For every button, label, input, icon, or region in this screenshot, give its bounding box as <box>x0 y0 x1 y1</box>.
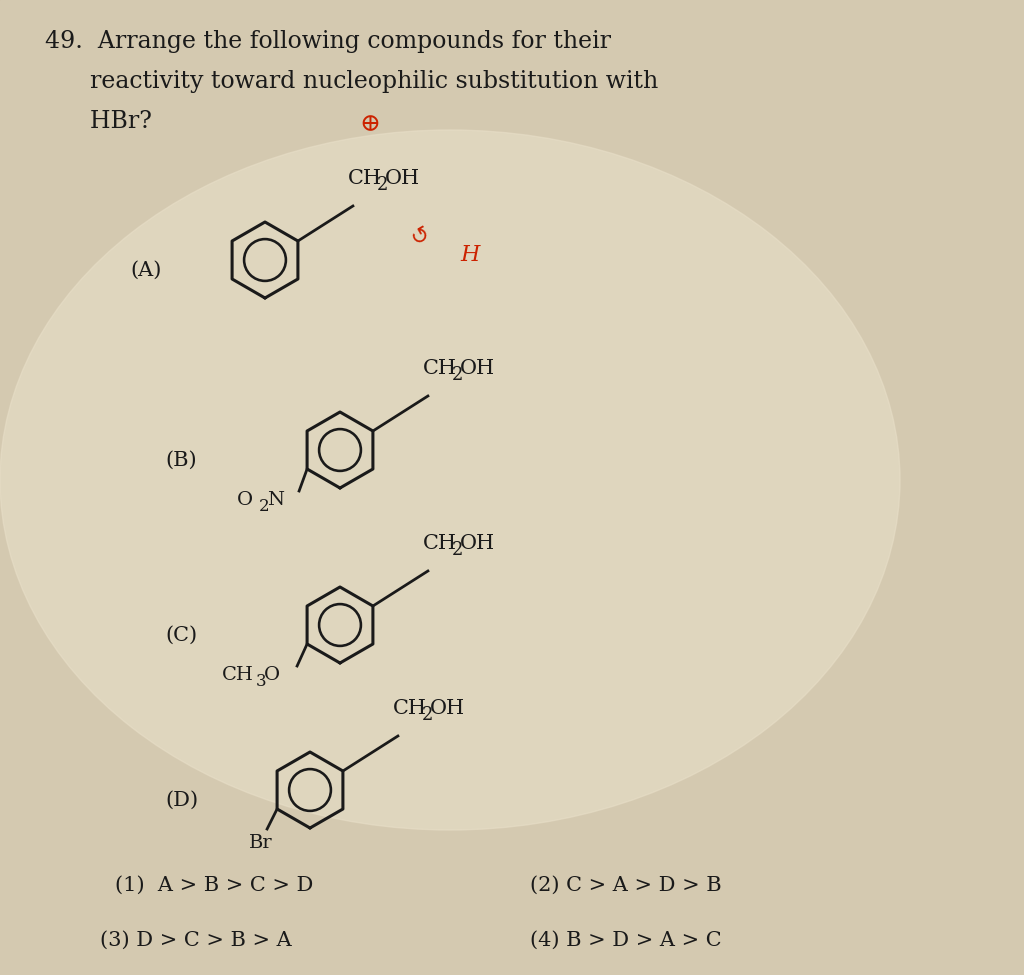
Text: (2) C > A > D > B: (2) C > A > D > B <box>530 876 722 894</box>
Text: CH: CH <box>423 534 457 553</box>
Text: OH: OH <box>460 534 495 553</box>
Text: CH: CH <box>393 699 427 718</box>
Text: Br: Br <box>249 834 272 852</box>
Text: N: N <box>267 491 284 509</box>
Text: HBr?: HBr? <box>45 110 152 133</box>
Text: 2: 2 <box>377 176 388 194</box>
Text: OH: OH <box>460 359 495 378</box>
Text: ⊕: ⊕ <box>359 113 381 136</box>
Text: (D): (D) <box>165 791 198 809</box>
Text: (A): (A) <box>130 260 162 280</box>
Ellipse shape <box>0 130 900 830</box>
Text: 2: 2 <box>422 706 433 724</box>
Text: (B): (B) <box>165 450 197 470</box>
Text: 49.  Arrange the following compounds for their: 49. Arrange the following compounds for … <box>45 30 611 53</box>
Text: 3: 3 <box>256 673 266 690</box>
Text: (C): (C) <box>165 626 198 644</box>
Text: OH: OH <box>430 699 465 718</box>
Text: 2: 2 <box>452 366 463 384</box>
Text: (3) D > C > B > A: (3) D > C > B > A <box>100 930 292 950</box>
Text: O: O <box>264 666 281 684</box>
Text: CH: CH <box>222 666 254 684</box>
Text: OH: OH <box>385 169 420 188</box>
Text: ↺: ↺ <box>407 221 433 249</box>
Text: CH: CH <box>348 169 382 188</box>
Text: O: O <box>238 491 253 509</box>
Text: H: H <box>461 244 479 266</box>
Text: 2: 2 <box>259 498 269 515</box>
Text: reactivity toward nucleophilic substitution with: reactivity toward nucleophilic substitut… <box>45 70 658 93</box>
Text: 2: 2 <box>452 541 463 559</box>
Text: (1)  A > B > C > D: (1) A > B > C > D <box>115 876 313 894</box>
Text: CH: CH <box>423 359 457 378</box>
Text: (4) B > D > A > C: (4) B > D > A > C <box>530 930 722 950</box>
